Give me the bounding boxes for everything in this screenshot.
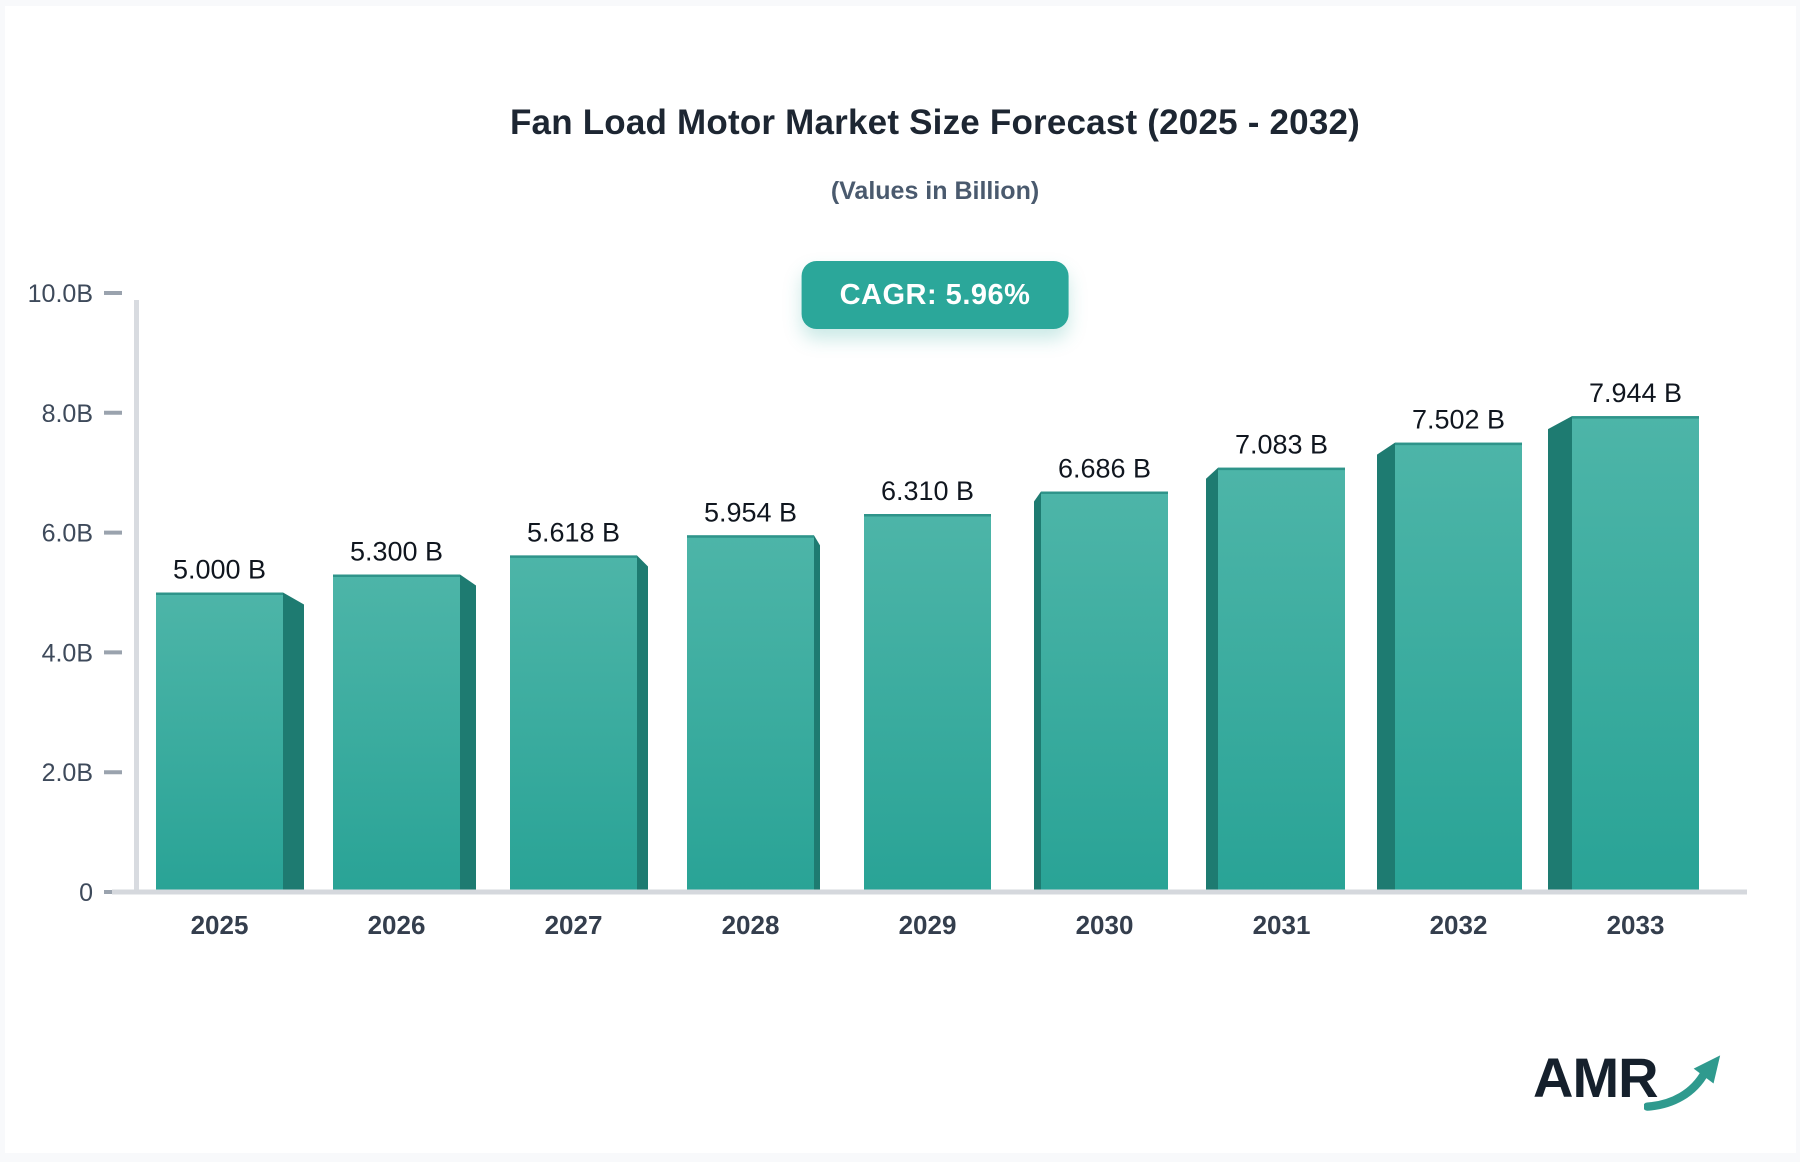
- amr-logo: AMR: [1533, 1046, 1723, 1126]
- bar-3d-side: [1206, 468, 1218, 892]
- bar-3d-side: [460, 575, 476, 892]
- bar-3d-side: [1377, 443, 1395, 892]
- bar-2029: 6.310 B 2029: [864, 476, 991, 940]
- bar-3d-side: [1548, 416, 1572, 892]
- bar-value-label: 5.000 B: [173, 555, 266, 585]
- bar-value-label: 6.686 B: [1058, 454, 1151, 484]
- bar-chart: 10.0B 8.0B 6.0B 4.0B 2.0B 0 5.000 B 2025 5.300 B…: [5, 6, 1800, 1162]
- bar-face: [1041, 492, 1168, 892]
- x-tick-label: 2026: [368, 910, 426, 940]
- x-tick-label: 2025: [191, 910, 249, 940]
- y-tick-label: 2.0B: [42, 759, 93, 787]
- bar-3d-side: [637, 555, 648, 892]
- bar-2031: 7.083 B 2031: [1206, 430, 1345, 940]
- bar-2028: 5.954 B 2028: [687, 497, 820, 940]
- y-tick-label: 0: [79, 879, 93, 907]
- x-tick-label: 2027: [545, 910, 603, 940]
- bar-2033: 7.944 B 2033: [1548, 378, 1699, 940]
- x-tick-label: 2029: [899, 910, 957, 940]
- x-axis-baseline: [112, 890, 1747, 895]
- x-tick-label: 2028: [722, 910, 780, 940]
- y-tick-label: 4.0B: [42, 639, 93, 667]
- bar-2025: 5.000 B 2025: [156, 555, 304, 941]
- bar-face: [1572, 416, 1699, 892]
- y-tick-label: 10.0B: [28, 280, 93, 308]
- bar-2032: 7.502 B 2032: [1377, 405, 1522, 940]
- chart-card: Fan Load Motor Market Size Forecast (202…: [5, 6, 1796, 1153]
- bar-2030: 6.686 B 2030: [1034, 454, 1168, 940]
- bar-face: [156, 593, 283, 893]
- bar-face: [333, 575, 460, 892]
- bar-2026: 5.300 B 2026: [333, 537, 476, 940]
- y-tick-label: 6.0B: [42, 520, 93, 548]
- amr-logo-text: AMR: [1533, 1046, 1658, 1110]
- bar-value-label: 7.944 B: [1589, 378, 1682, 408]
- bar-value-label: 5.618 B: [527, 517, 620, 547]
- bar-3d-side: [1034, 492, 1041, 892]
- bar-value-label: 7.502 B: [1412, 405, 1505, 435]
- bar-value-label: 6.310 B: [881, 476, 974, 506]
- x-tick-label: 2032: [1430, 910, 1488, 940]
- bar-face: [510, 555, 637, 892]
- x-tick-label: 2030: [1076, 910, 1134, 940]
- x-tick-label: 2033: [1607, 910, 1665, 940]
- bar-value-label: 5.300 B: [350, 537, 443, 567]
- bar-face: [864, 514, 991, 892]
- bar-value-label: 7.083 B: [1235, 430, 1328, 460]
- y-tick-label: 8.0B: [42, 400, 93, 428]
- bar-2027: 5.618 B 2027: [510, 517, 648, 940]
- bar-value-label: 5.954 B: [704, 497, 797, 527]
- bar-face: [687, 535, 814, 892]
- trend-up-arrow-icon: [1644, 1044, 1723, 1118]
- bar-3d-side: [283, 593, 304, 893]
- x-tick-label: 2031: [1253, 910, 1311, 940]
- bar-face: [1395, 443, 1522, 892]
- bar-3d-side: [814, 535, 820, 892]
- bar-face: [1218, 468, 1345, 892]
